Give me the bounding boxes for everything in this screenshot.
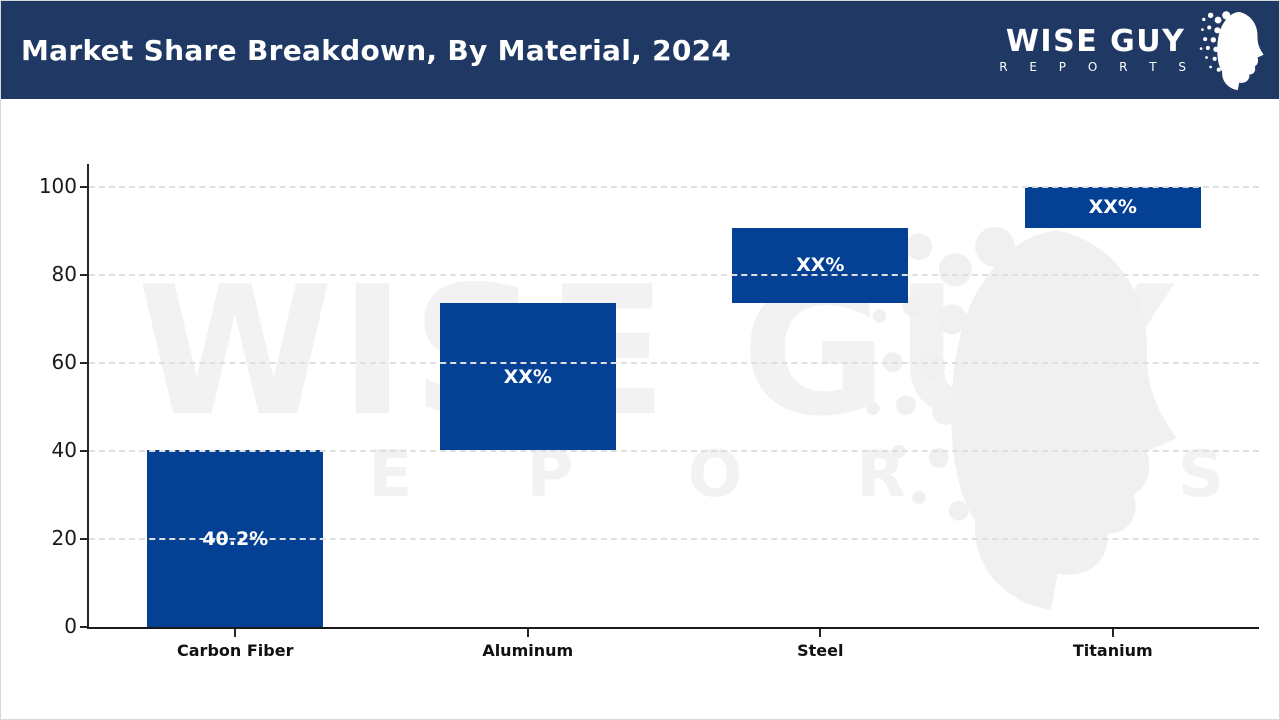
y-tick-mark xyxy=(80,626,88,628)
x-axis-spine xyxy=(87,627,1259,629)
y-tick-label: 0 xyxy=(64,614,77,638)
bar-titanium xyxy=(1024,186,1201,228)
y-tick-label: 80 xyxy=(51,261,77,286)
y-tick-label: 60 xyxy=(51,349,77,374)
y-tick-label: 40 xyxy=(51,437,77,462)
x-tick-label-titanium: Titanium xyxy=(1072,641,1153,660)
bar-aluminum xyxy=(439,303,616,451)
x-tick-mark xyxy=(1111,629,1114,637)
x-tick-label-aluminum: Aluminum xyxy=(482,641,574,660)
y-tick-label: 100 xyxy=(38,173,77,198)
x-tick-mark xyxy=(526,629,529,637)
gridline-40 xyxy=(89,449,1259,452)
brand-logo: WISE GUY R E P O R T S xyxy=(996,8,1265,92)
y-tick-mark xyxy=(80,273,88,276)
x-tick-label-steel: Steel xyxy=(797,641,844,660)
brand-text: WISE GUY R E P O R T S xyxy=(996,24,1195,74)
brand-name: WISE GUY xyxy=(1005,24,1186,59)
page-title: Market Share Breakdown, By Material, 202… xyxy=(21,33,732,67)
x-tick-label-carbon-fiber: Carbon Fiber xyxy=(177,641,294,660)
y-tick-label: 20 xyxy=(51,525,77,550)
gridline-100 xyxy=(89,185,1259,188)
gridline-20 xyxy=(89,537,1259,540)
gridline-60 xyxy=(89,361,1259,364)
bar-value-label: 40.2% xyxy=(202,527,269,550)
bar-steel xyxy=(732,227,909,304)
bar-value-label: XX% xyxy=(796,254,845,277)
y-tick-mark xyxy=(80,449,88,452)
y-tick-mark xyxy=(80,185,88,188)
y-tick-mark xyxy=(80,537,88,540)
gridline-80 xyxy=(89,273,1259,276)
y-tick-mark xyxy=(80,361,88,364)
brand-subname: R E P O R T S xyxy=(999,60,1195,74)
x-tick-mark xyxy=(234,629,237,637)
bar-value-label: XX% xyxy=(1088,196,1137,219)
header-band: Market Share Breakdown, By Material, 202… xyxy=(1,1,1279,99)
x-tick-mark xyxy=(819,629,822,637)
y-axis-spine xyxy=(87,164,89,629)
wiseguy-head-icon xyxy=(1199,11,1264,91)
bar-value-label: XX% xyxy=(503,365,552,388)
plot-area: 40.2% XX% XX% XX% xyxy=(89,164,1259,627)
